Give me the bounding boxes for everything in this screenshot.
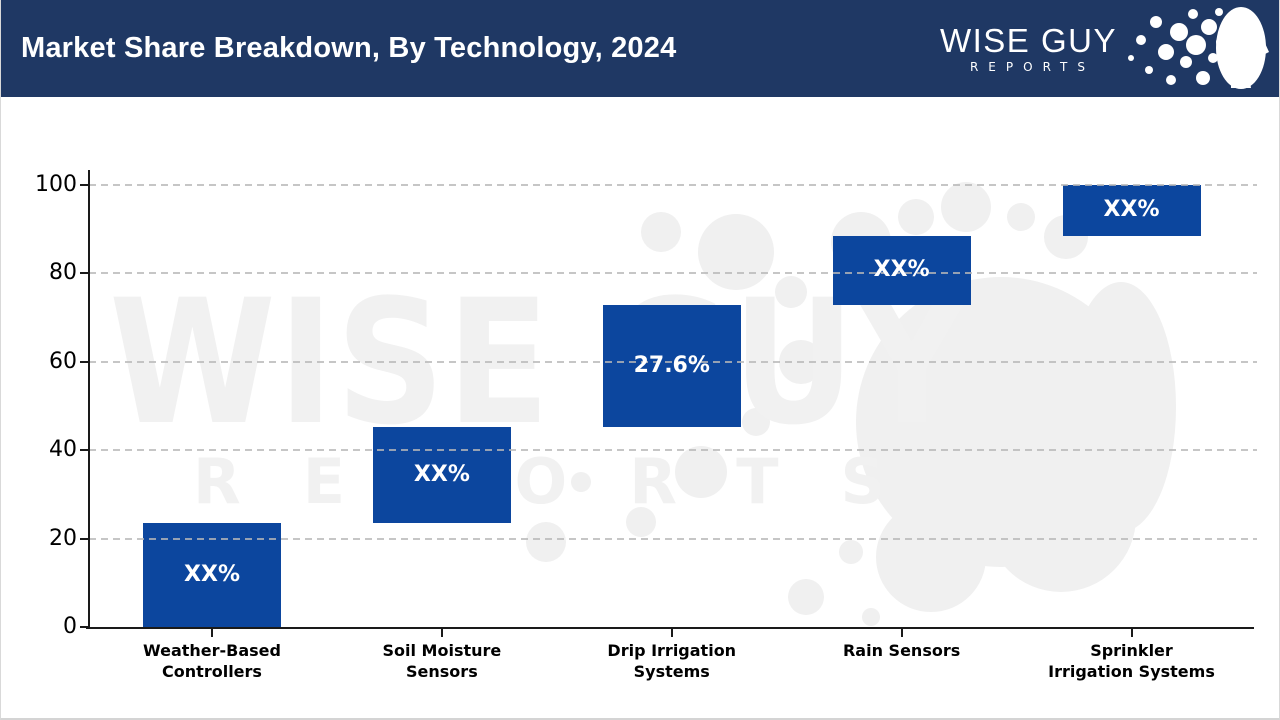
bar-value-label: XX% [1103, 197, 1160, 223]
x-axis-label: Rain Sensors [842, 641, 961, 660]
y-tick-mark [80, 626, 88, 628]
gridline-20 [89, 537, 1257, 540]
watermark-head-dots-icon [526, 182, 1176, 626]
x-axis-label: Drip Irrigation Systems [607, 641, 737, 681]
x-axis-line [86, 626, 1254, 629]
bar-value-label: XX% [413, 462, 470, 487]
bar-segment [372, 426, 511, 523]
x-tick-mark [440, 629, 443, 637]
x-axis-label: Soil Moisture Sensors [382, 641, 502, 681]
y-tick-mark [80, 449, 88, 451]
logo-wordmark: WISE GUY [939, 22, 1117, 59]
gridline-60 [89, 360, 1257, 363]
gridline-100 [89, 183, 1257, 186]
logo-head-dots-icon [1128, 7, 1269, 89]
x-tick-mark [1130, 629, 1133, 637]
y-tick-mark [80, 360, 88, 363]
x-tick-mark [900, 629, 903, 637]
y-tick-mark [80, 183, 88, 186]
bar-segment [832, 235, 971, 305]
watermark-wordmark: WISE GUY [109, 262, 969, 463]
y-axis-tick-label: 40 [49, 437, 77, 462]
bar-value-label: XX% [184, 562, 240, 587]
header-bar: Market Share Breakdown, By Technology, 2… [1, 0, 1279, 97]
x-axis-label: Sprinkler Irrigation Systems [1048, 641, 1215, 681]
gridline-80 [89, 272, 1257, 274]
y-axis-tick-label: 100 [35, 171, 77, 197]
y-axis-tick-label: 20 [49, 525, 77, 551]
watermark-subtext: REPORTS [193, 445, 948, 518]
wise-guy-reports-logo: WISE GUY REPORTS [940, 0, 1269, 97]
bar-value-label: 27.6% [633, 352, 710, 378]
logo-subtext: REPORTS [969, 60, 1095, 74]
bar-segment [143, 523, 281, 627]
y-axis-tick-label: 60 [49, 348, 77, 374]
x-tick-mark [211, 629, 213, 637]
page-title: Market Share Breakdown, By Technology, 2… [21, 32, 677, 64]
y-axis-tick-label: 0 [63, 614, 77, 639]
gridline-40 [89, 449, 1257, 451]
y-tick-mark [80, 537, 88, 540]
y-axis-tick-label: 80 [49, 260, 77, 285]
bar-value-label: XX% [873, 257, 930, 283]
y-tick-mark [80, 272, 88, 274]
logo-text: WISE GUY REPORTS [940, 24, 1117, 73]
y-axis-line [87, 170, 90, 629]
bar-segment [602, 304, 741, 427]
chart-area: WISE GUY REPORTS XX% XX% 27.6% XX% XX% 0 20 40 6… [1, 97, 1279, 718]
bar-segment [1062, 184, 1201, 236]
x-tick-mark [670, 629, 673, 637]
x-axis-label: Weather-Based Controllers [143, 641, 281, 681]
